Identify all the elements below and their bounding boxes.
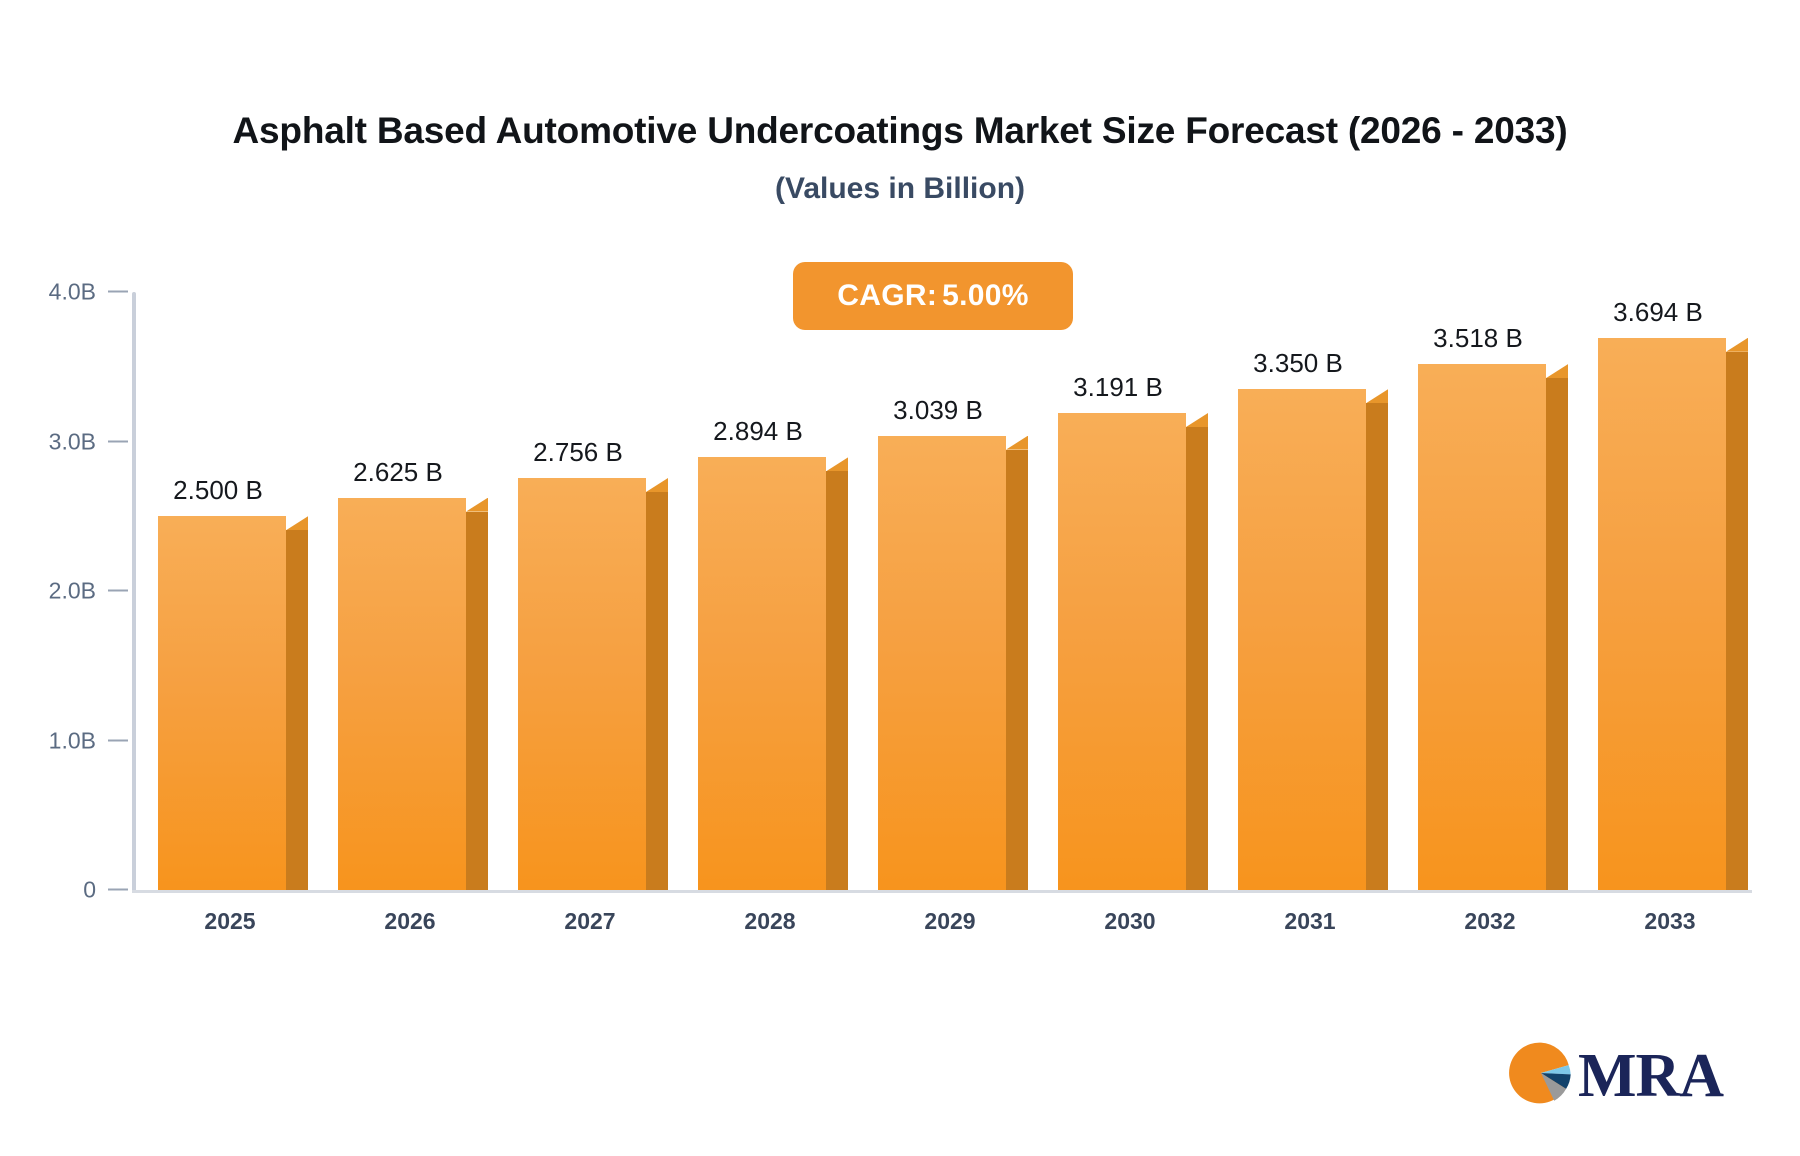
cagr-label: CAGR: — [837, 279, 938, 312]
bar-top-face — [1006, 435, 1028, 450]
y-axis-tick-mark — [108, 440, 128, 443]
cagr-value: 5.00% — [942, 279, 1029, 312]
chart-title: Asphalt Based Automotive Undercoatings M… — [232, 110, 1568, 151]
x-axis-tick-label: 2026 — [384, 908, 436, 934]
bar[interactable] — [1058, 412, 1208, 890]
bar-top-face — [646, 477, 668, 492]
bar[interactable] — [1418, 364, 1568, 890]
cagr-badge: CAGR: 5.00% — [793, 262, 1073, 330]
y-axis-tick-label: 0 — [83, 876, 96, 903]
y-axis-line — [132, 292, 136, 892]
x-axis-tick-label: 2032 — [1464, 908, 1516, 934]
x-axis-tick-label: 2028 — [744, 908, 796, 934]
bar-side-face — [286, 530, 308, 890]
bar[interactable] — [1238, 389, 1388, 890]
bar[interactable] — [698, 457, 848, 890]
bar-front-face — [878, 435, 1006, 890]
y-axis-tick: 3.0B — [0, 428, 128, 455]
bar-top-face — [826, 457, 848, 472]
bar-value-label: 2.625 B — [353, 456, 443, 487]
bar-top-face — [286, 516, 308, 531]
plot-area: 2.500 B 2.625 B 2.756 B 2.894 B 3.039 B 3.191… — [132, 290, 1752, 890]
bar-top-face — [1186, 412, 1208, 427]
bar[interactable] — [518, 477, 668, 890]
y-axis-tick-mark — [108, 589, 128, 592]
bar-top-face — [1726, 337, 1748, 352]
bar-side-face — [1366, 403, 1388, 890]
bar-value-label: 3.350 B — [1253, 348, 1343, 379]
y-axis-tick: 1.0B — [0, 727, 128, 754]
bar-value-label: 3.039 B — [893, 394, 983, 425]
y-axis-tick-label: 1.0B — [48, 727, 96, 753]
bar-front-face — [1058, 412, 1186, 890]
pie-chart-icon — [1508, 1040, 1574, 1111]
bar-front-face — [698, 457, 826, 890]
y-axis-tick-label: 2.0B — [48, 577, 96, 604]
bar-front-face — [518, 477, 646, 890]
x-axis-tick-label: 2025 — [204, 908, 256, 934]
bar-front-face — [338, 497, 466, 890]
bar-side-face — [1186, 426, 1208, 890]
bar-side-face — [1006, 449, 1028, 890]
x-axis-tick-label: 2027 — [564, 908, 616, 934]
bar-side-face — [1546, 378, 1568, 890]
bar-value-label: 2.500 B — [173, 475, 263, 506]
y-axis-tick-mark — [108, 290, 128, 293]
bar-front-face — [1598, 337, 1726, 890]
logo-text: MRA — [1578, 1041, 1724, 1110]
y-axis-tick: 0 — [0, 877, 128, 904]
bar[interactable] — [158, 516, 308, 890]
y-axis-tick: 4.0B — [0, 279, 128, 306]
bar[interactable] — [338, 497, 488, 890]
y-axis-tick-label: 3.0B — [48, 428, 96, 454]
y-axis-tick-label: 4.0B — [48, 278, 96, 305]
bar-top-face — [1546, 364, 1568, 379]
mra-logo: MRA — [1508, 1040, 1724, 1111]
bar-side-face — [466, 511, 488, 890]
y-axis-tick-mark — [108, 888, 128, 891]
bar[interactable] — [878, 435, 1028, 890]
bar-top-face — [1366, 389, 1388, 404]
bar-side-face — [1726, 351, 1748, 890]
bar-front-face — [158, 516, 286, 890]
bar-value-label: 3.191 B — [1073, 371, 1163, 402]
bar-value-label: 2.756 B — [533, 436, 623, 467]
chart-subtitle: (Values in Billion) — [774, 172, 1026, 205]
bar-side-face — [646, 491, 668, 890]
x-axis-tick-label: 2030 — [1104, 908, 1156, 934]
bar-top-face — [466, 497, 488, 512]
x-axis-tick-label: 2031 — [1284, 908, 1336, 934]
x-axis-tick-label: 2029 — [924, 908, 976, 934]
y-axis-tick: 2.0B — [0, 578, 128, 605]
y-axis-tick-mark — [108, 739, 128, 742]
bar-front-face — [1238, 389, 1366, 890]
bar-front-face — [1418, 364, 1546, 890]
x-axis-tick-label: 2033 — [1644, 908, 1696, 934]
bar-value-label: 2.894 B — [713, 416, 803, 447]
bar-side-face — [826, 471, 848, 890]
bar[interactable] — [1598, 337, 1748, 890]
bar-value-label: 3.518 B — [1433, 323, 1523, 354]
x-axis-line — [132, 890, 1752, 893]
bar-value-label: 3.694 B — [1613, 296, 1703, 327]
